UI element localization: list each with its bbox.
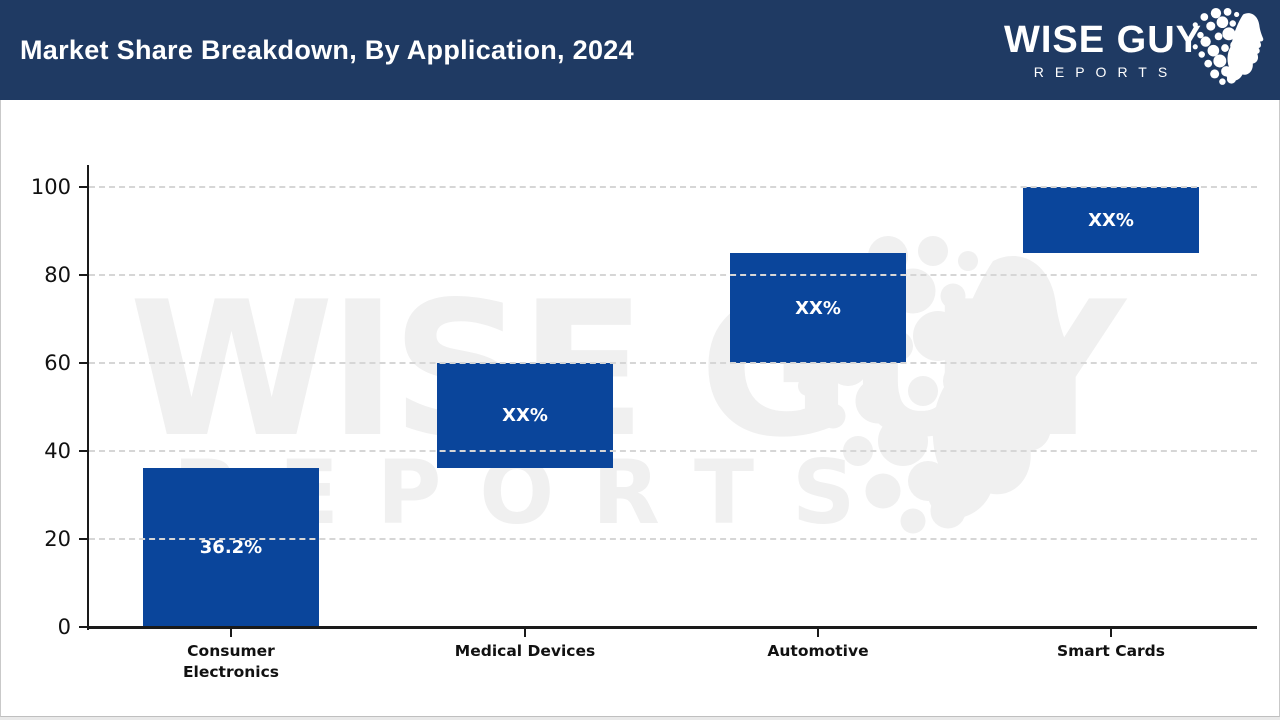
x-tick [524, 629, 526, 637]
x-category-label: Smart Cards [1056, 642, 1166, 660]
y-tick [79, 626, 89, 628]
bar-consumer-electronics [143, 467, 319, 627]
y-tick [79, 538, 89, 540]
brand-name: WISE GUY [1003, 19, 1202, 61]
x-tick [817, 629, 819, 637]
bar-value-label: XX% [502, 404, 548, 426]
chart-panel: WISE GUY REPORTS 0 20 40 60 80 100 36.2% Consum… [0, 100, 1280, 717]
y-tick-label: 0 [57, 615, 71, 639]
gridline [89, 538, 1257, 540]
x-category-label: Automotive [767, 642, 869, 660]
plot-area: 0 20 40 60 80 100 36.2% Consumer Electronics XX%… [1, 100, 1279, 716]
x-tick [230, 629, 232, 637]
brand-subtitle: REPORTS [1033, 64, 1179, 80]
x-category-label: Consumer Electronics [182, 642, 280, 681]
x-axis-line [87, 626, 1257, 629]
gridline [89, 450, 1257, 452]
header: Market Share Breakdown, By Application, … [0, 0, 1280, 100]
y-tick-label: 60 [44, 351, 71, 375]
page-title: Market Share Breakdown, By Application, … [20, 35, 634, 65]
gridline [89, 186, 1257, 188]
brand-head-icon [1192, 8, 1264, 85]
y-tick [79, 450, 89, 452]
y-tick [79, 362, 89, 364]
bottom-edge [0, 717, 1280, 720]
y-tick-label: 40 [44, 439, 71, 463]
gridline [89, 362, 1257, 364]
y-tick [79, 186, 89, 188]
y-tick-label: 20 [44, 527, 71, 551]
y-tick-label: 80 [44, 263, 71, 287]
bar-value-label: XX% [795, 297, 841, 319]
gridline [89, 274, 1257, 276]
x-tick [1110, 629, 1112, 637]
bar-value-label: XX% [1088, 209, 1134, 231]
y-tick [79, 274, 89, 276]
y-axis-line [87, 165, 89, 630]
bar-value-label: 36.2% [199, 536, 263, 558]
brand-logo: WISE GUY REPORTS [1004, 8, 1264, 92]
brand-logo-text: WISE GUY REPORTS [1004, 19, 1202, 81]
y-tick-label: 100 [30, 175, 71, 199]
x-category-label: Medical Devices [454, 642, 596, 660]
